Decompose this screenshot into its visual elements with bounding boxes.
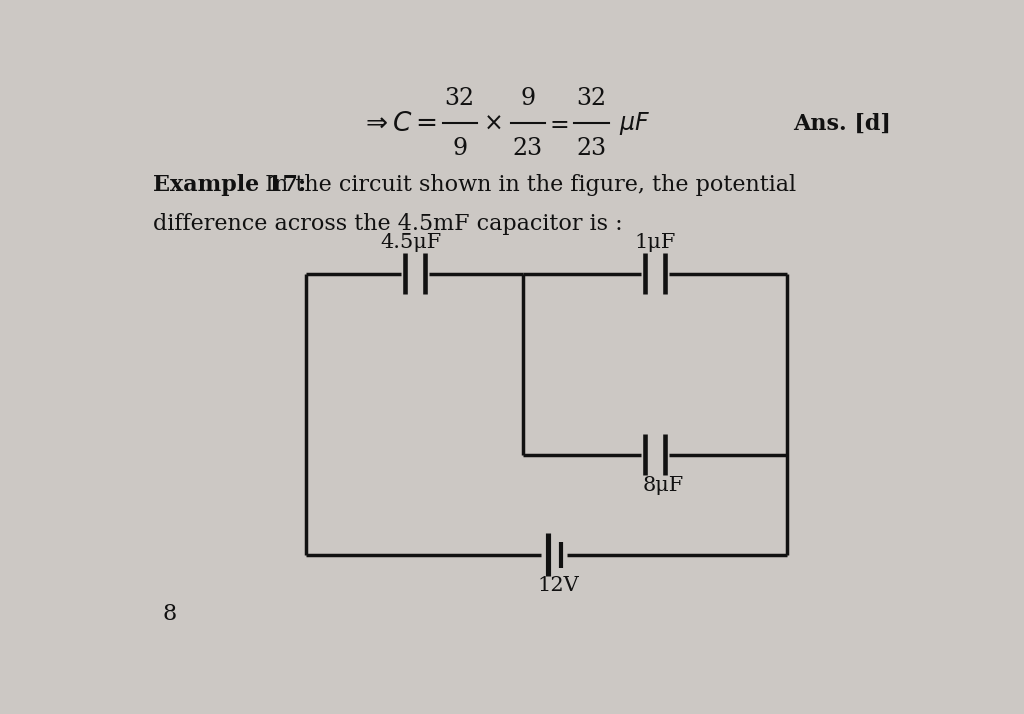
Text: $=$: $=$ [546,112,569,135]
Text: 8: 8 [163,603,177,625]
Text: $\times$: $\times$ [483,112,502,135]
Text: 9: 9 [453,137,467,160]
Text: difference across the 4.5mF capacitor is :: difference across the 4.5mF capacitor is… [153,213,623,234]
Text: 12V: 12V [538,576,579,595]
Text: Ans. [d]: Ans. [d] [794,112,891,134]
Text: Example 17:: Example 17: [153,174,306,196]
Text: 23: 23 [513,137,543,160]
Text: 8μF: 8μF [642,476,683,495]
Text: 32: 32 [577,86,606,109]
Text: $\Rightarrow C=$: $\Rightarrow C=$ [360,111,437,136]
Text: 23: 23 [577,137,606,160]
Text: 32: 32 [444,86,475,109]
Text: $\mu F$: $\mu F$ [618,110,650,137]
Text: 1μF: 1μF [634,233,676,252]
Text: 4.5μF: 4.5μF [380,233,441,252]
Text: In the circuit shown in the figure, the potential: In the circuit shown in the figure, the … [258,174,797,196]
Text: 9: 9 [520,86,536,109]
